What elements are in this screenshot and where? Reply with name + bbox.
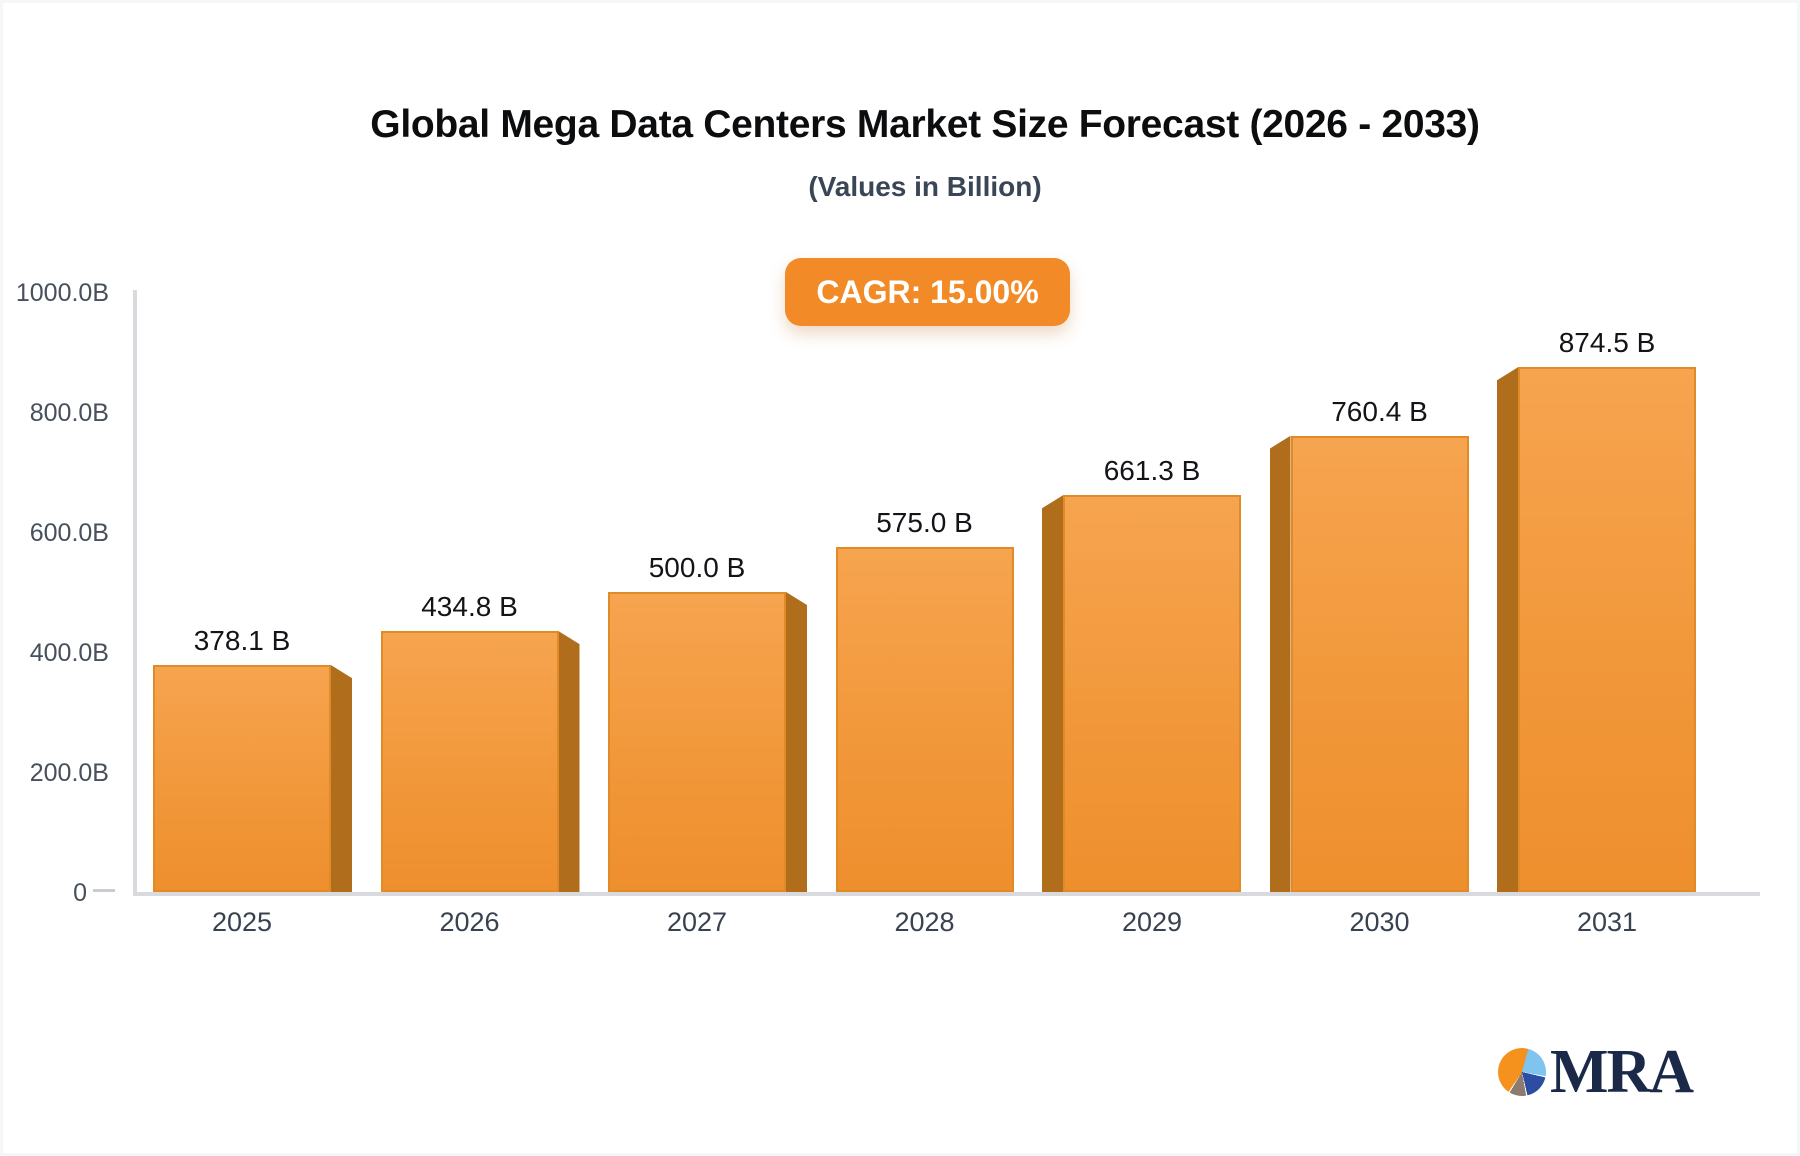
bar-2030: [1290, 435, 1469, 892]
bar-side-face: [786, 592, 807, 892]
bar-value-label: 661.3 B: [1103, 455, 1201, 487]
chart-title: Global Mega Data Centers Market Size For…: [370, 103, 1480, 146]
y-tick-label: 400.0B: [29, 639, 109, 667]
zero-tick-mark: [93, 889, 115, 892]
x-tick-label: 2028: [894, 907, 955, 937]
bar-side-face: [1042, 495, 1063, 892]
cagr-badge: CAGR: 15.00%: [785, 258, 1070, 326]
bar-value-label: 500.0 B: [648, 552, 746, 583]
bar-value-label: 378.1 B: [193, 625, 291, 657]
mra-logo: MRA: [1498, 1036, 1694, 1108]
pie-chart-logo-icon: [1498, 1048, 1546, 1096]
y-tick-label: 1000.0B: [15, 279, 109, 307]
y-tick-label: 200.0B: [29, 759, 109, 787]
bar-value-label: 575.0 B: [876, 507, 973, 538]
bar-2029: [1063, 495, 1241, 892]
bar-value-label: 874.5 B: [1558, 327, 1656, 359]
x-axis-line: [133, 892, 1760, 896]
bar-side-face: [1497, 367, 1518, 892]
bar-side-face: [1269, 435, 1291, 892]
x-tick-label: 2031: [1576, 907, 1638, 937]
y-tick-label: 600.0B: [29, 519, 109, 547]
y-tick-label: 800.0B: [29, 399, 109, 427]
y-axis-line: [133, 290, 137, 896]
x-tick-label: 2030: [1349, 907, 1410, 937]
bar-2027: [608, 592, 786, 892]
bar-2031: [1518, 367, 1696, 892]
bar-2026: [380, 631, 559, 892]
bar-value-label: 760.4 B: [1331, 395, 1428, 427]
bar-value-label: 434.8 B: [421, 591, 518, 623]
y-tick-label: 0: [73, 879, 87, 907]
bar-side-face: [331, 665, 352, 892]
bar-side-face: [558, 631, 580, 892]
cagr-badge-label: CAGR: 15.00%: [816, 273, 1039, 310]
x-tick-label: 2025: [211, 907, 273, 937]
chart-header: Global Mega Data Centers Market Size For…: [25, 3, 1800, 203]
x-tick-label: 2027: [666, 907, 728, 937]
x-tick-label: 2029: [1121, 907, 1183, 937]
chart-subtitle: (Values in Billion): [808, 171, 1042, 202]
logo-text: MRA: [1550, 1037, 1694, 1106]
x-tick-label: 2026: [439, 907, 500, 937]
bar-2028: [835, 547, 1014, 892]
bar-2025: [153, 665, 331, 892]
